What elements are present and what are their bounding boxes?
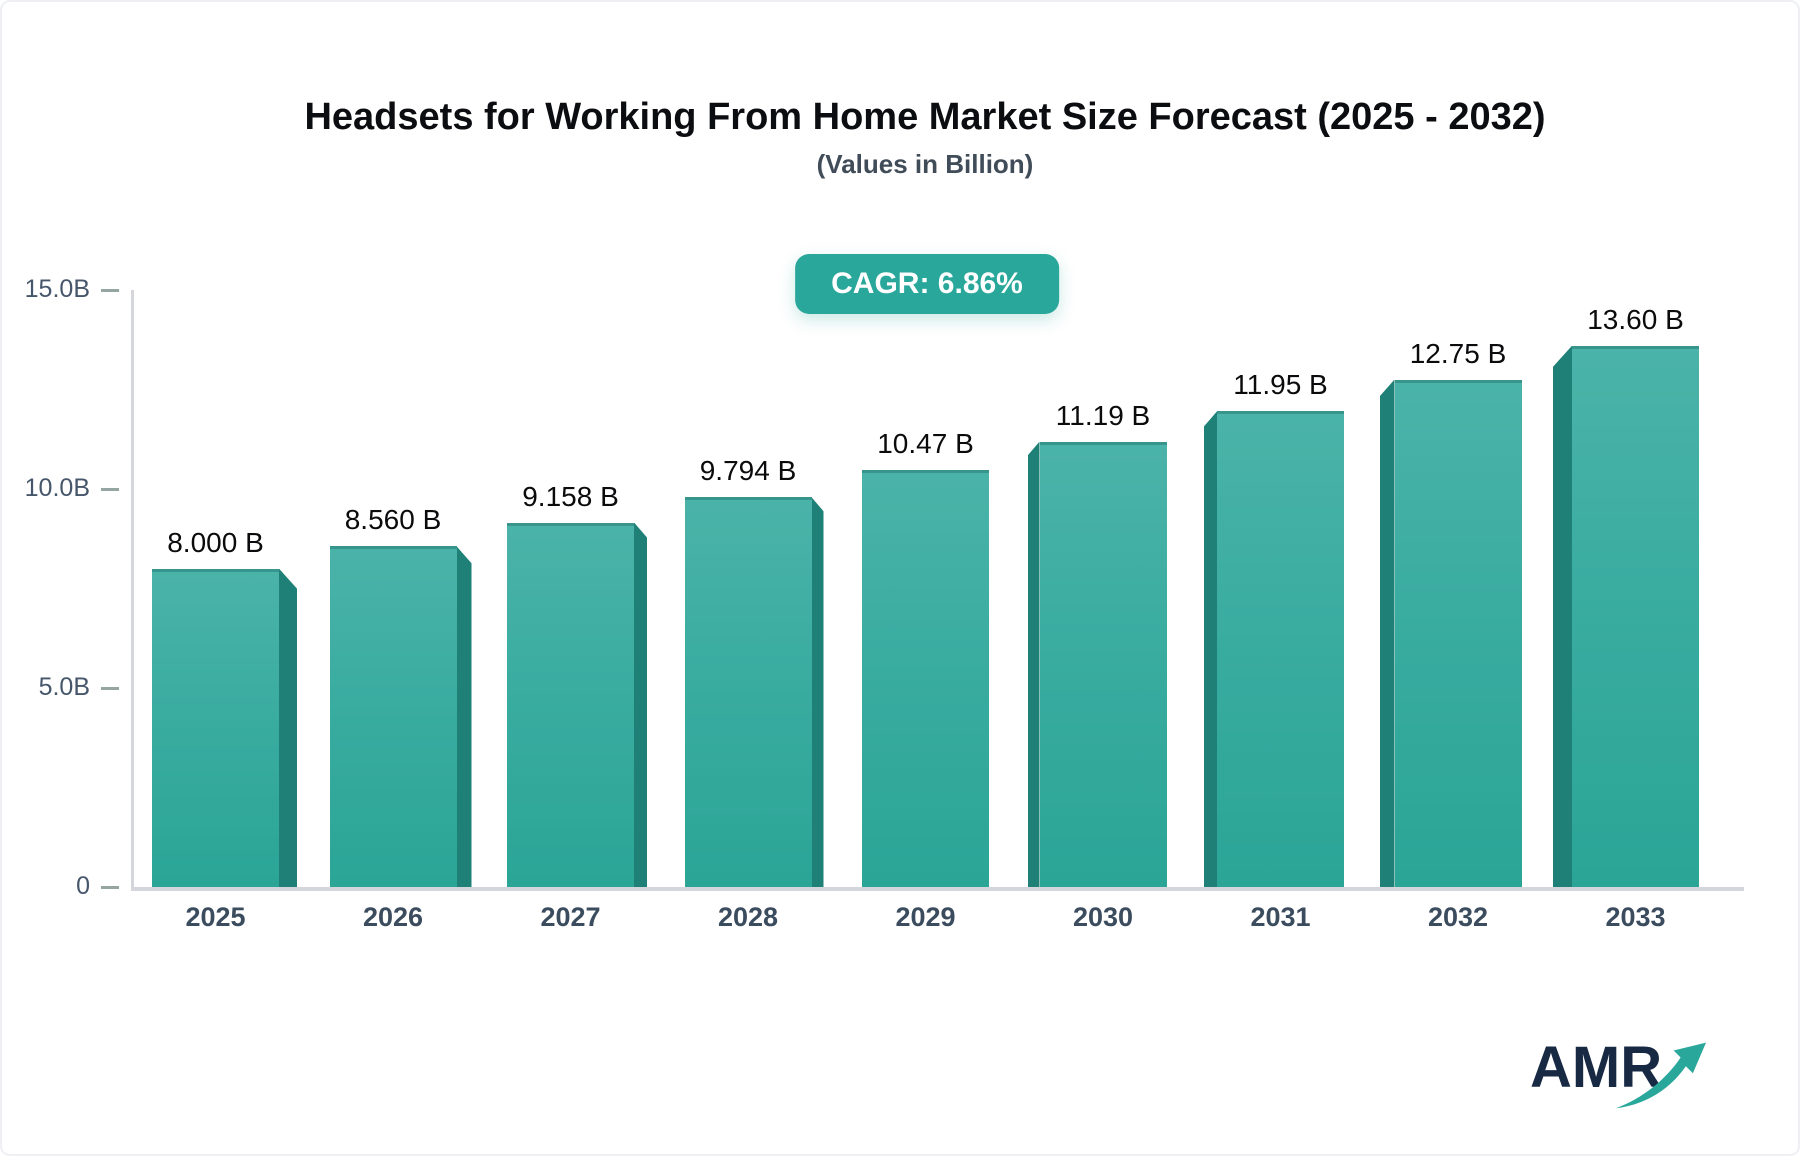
bar-side-face [634,522,647,887]
y-axis-tick [101,288,119,292]
bar-front-face [1039,441,1167,887]
y-axis-line [131,290,134,890]
bar-front-face [1572,345,1699,887]
y-axis-tick-label: 15.0B [24,275,90,303]
bar-value-label: 9.158 B [522,480,619,512]
y-axis-tick-label: 10.0B [24,474,90,502]
x-axis-line [131,887,1744,891]
bar-2028 [684,497,824,887]
cagr-badge: CAGR: 6.86% [795,254,1059,314]
bar-side-face [1379,379,1395,887]
x-axis-label-2032: 2032 [1427,902,1489,932]
bar-value-label: 11.19 B [1055,399,1151,431]
bar-side-face [811,497,824,887]
bar-2025 [152,568,297,887]
bar-2026 [329,546,472,887]
y-axis-tick [101,686,119,690]
y-axis-tick-label: 5.0B [38,673,90,701]
bar-side-face [456,546,472,887]
bar-side-face [279,568,297,887]
growth-arrow-icon [1615,1042,1706,1109]
bar-2030 [1027,441,1167,887]
y-axis-tick-label: 0 [76,872,90,900]
bar-value-label: 12.75 B [1409,337,1507,369]
bar-value-label: 11.95 B [1233,369,1328,401]
chart-title: Headsets for Working From Home Market Si… [304,96,1546,138]
bar-2029 [862,470,989,887]
bar-front-face [1217,411,1344,887]
bar-2032 [1379,379,1522,887]
x-axis-label-2025: 2025 [185,902,246,932]
x-axis-label-2030: 2030 [1072,902,1134,932]
bar-front-face [507,522,634,887]
amr-logo-text: AMR [1530,1035,1663,1100]
bar-side-face [1204,411,1217,887]
x-axis-label-2026: 2026 [362,902,424,932]
x-axis-label-2029: 2029 [895,902,956,932]
y-axis-tick [101,487,119,491]
bar-2033 [1553,345,1699,887]
bar-front-face [862,470,989,887]
bar-value-label: 13.60 B [1587,303,1684,335]
bar-value-label: 8.560 B [344,504,442,536]
amr-logo: AMR [1530,1034,1720,1114]
x-axis-label-2033: 2033 [1605,902,1666,932]
bar-front-face [329,546,457,887]
bar-front-face [1394,379,1522,887]
bar-value-label: 10.47 B [877,428,974,460]
x-axis-label-2027: 2027 [540,902,601,932]
bar-side-face [1553,345,1572,887]
x-axis-label-2028: 2028 [717,902,779,932]
bar-front-face [152,568,279,887]
bar-2031 [1204,411,1344,887]
x-axis-label-2031: 2031 [1250,902,1311,932]
y-axis-tick [101,885,119,889]
bar-side-face [1027,441,1040,887]
bar-value-label: 8.000 B [167,526,264,558]
chart-subtitle: (Values in Billion) [816,149,1034,179]
bar-value-label: 9.794 B [699,455,797,487]
bar-2027 [507,522,647,887]
bar-front-face [684,497,812,887]
